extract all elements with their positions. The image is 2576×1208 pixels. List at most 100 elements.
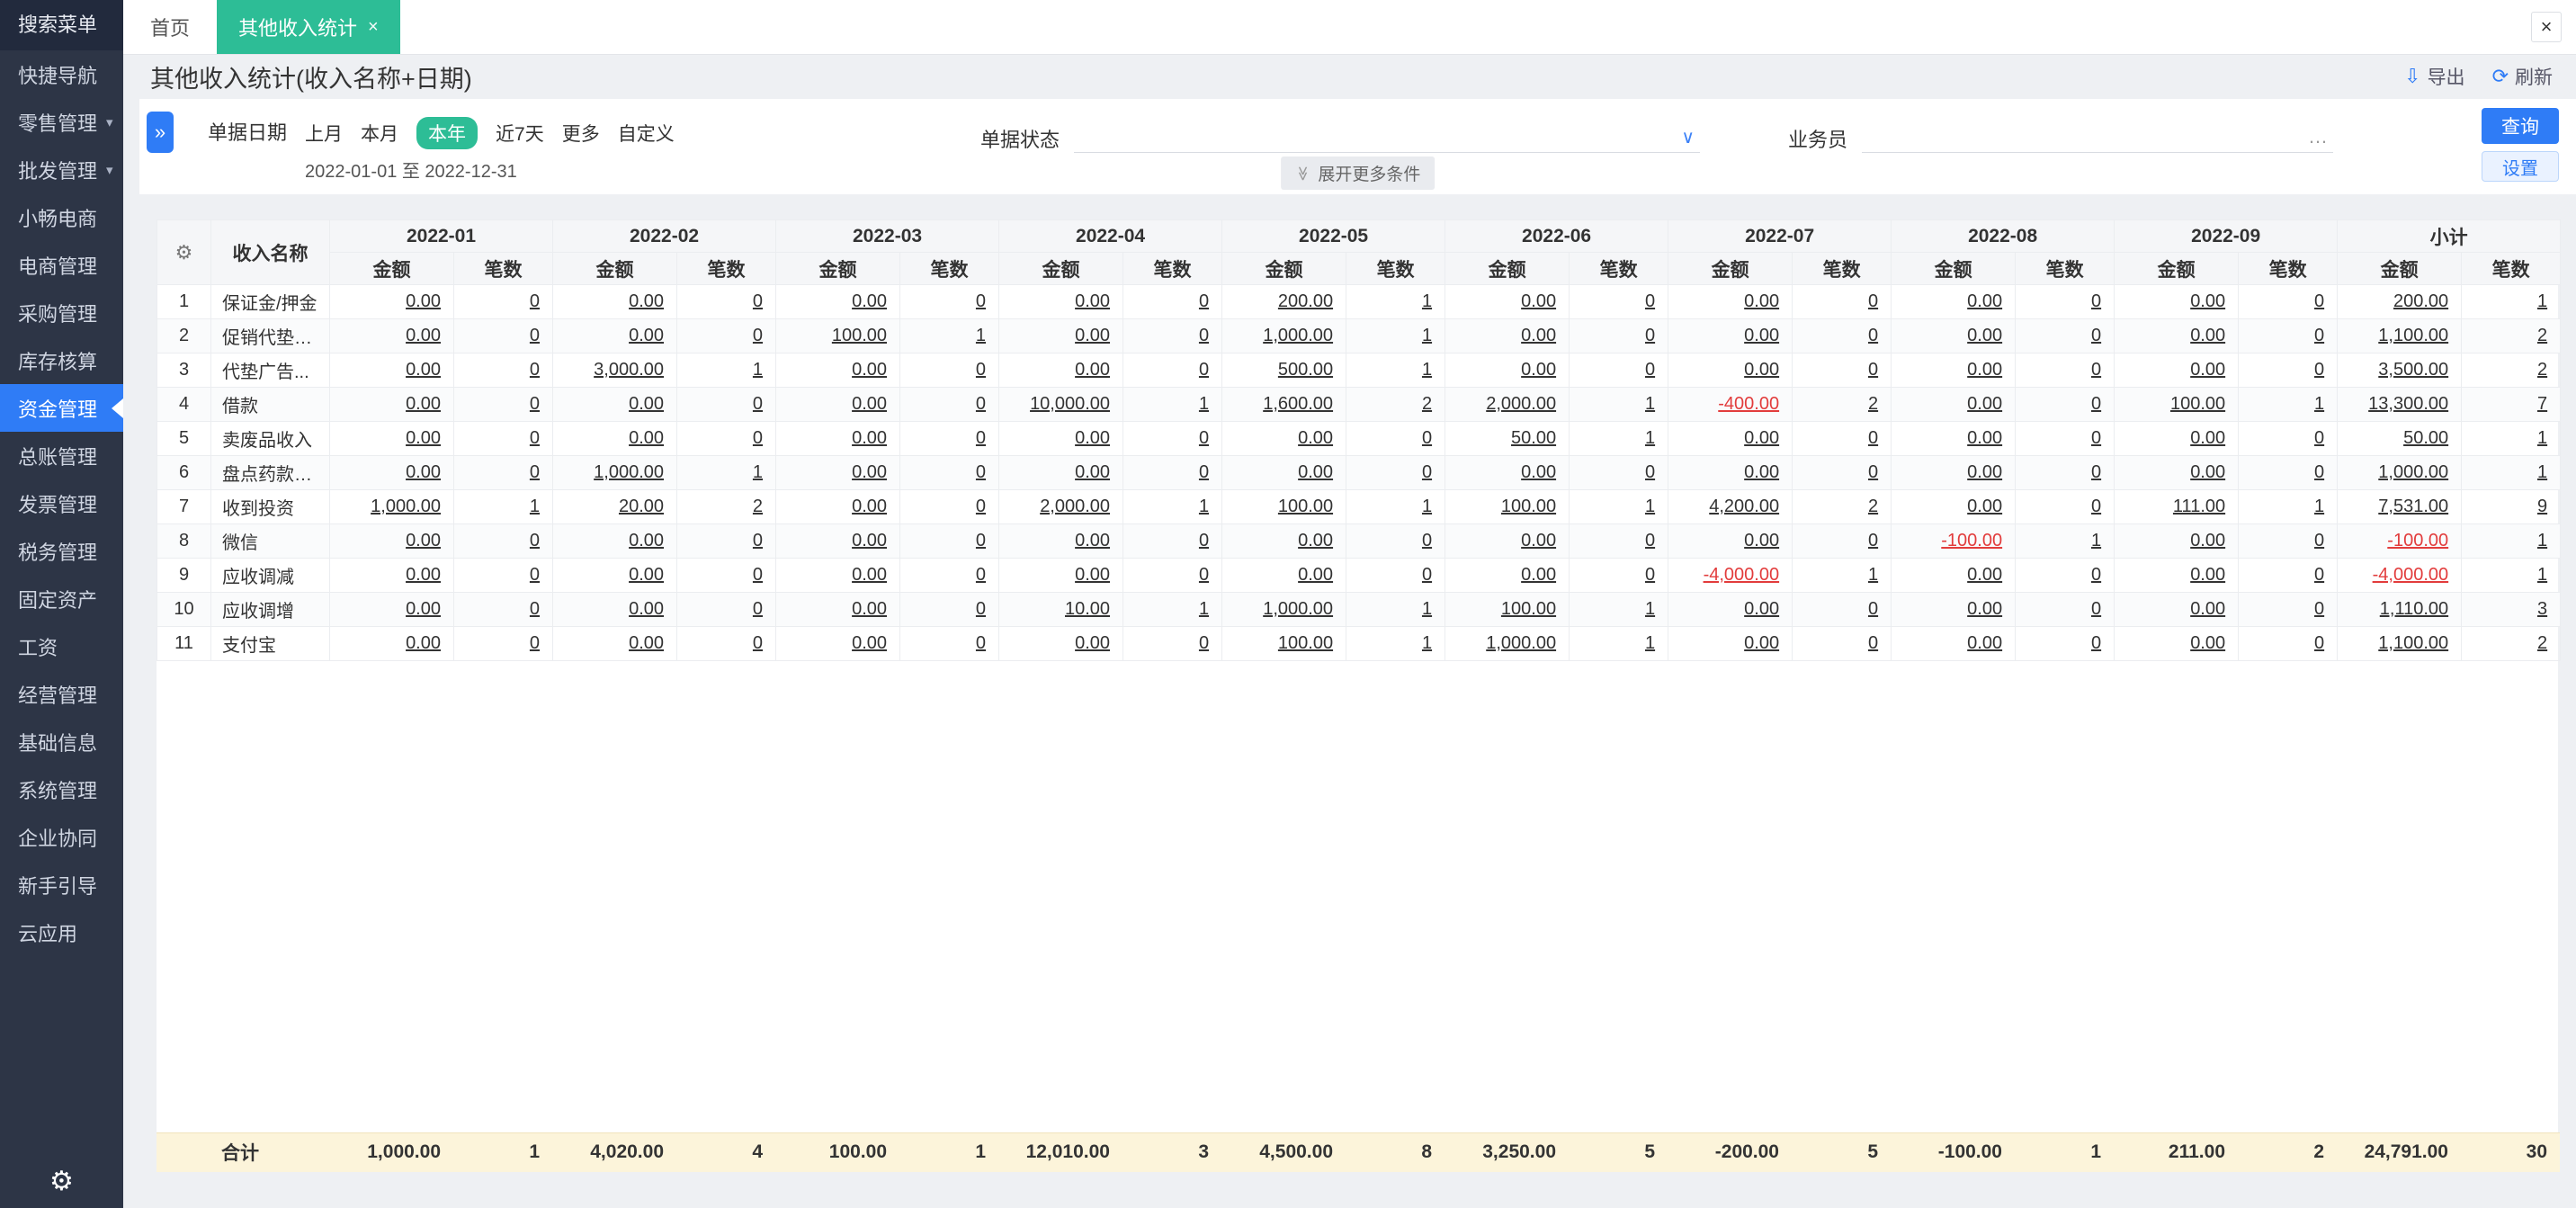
date-range[interactable]: 2022-01-01 至 2022-12-31	[305, 162, 517, 182]
amount-link[interactable]: 4,200.00	[1709, 497, 1780, 516]
count-link[interactable]: 0	[1198, 360, 1210, 380]
amount-link[interactable]: 0.00	[1298, 565, 1334, 585]
count-link[interactable]: 1	[2537, 462, 2548, 482]
amount-link[interactable]: 0.00	[852, 394, 888, 414]
count-link[interactable]: 1	[1644, 428, 1656, 448]
count-link[interactable]: 0	[1644, 360, 1656, 380]
count-link[interactable]: 0	[975, 428, 987, 448]
count-link[interactable]: 0	[752, 599, 764, 619]
count-link[interactable]: 1	[2091, 531, 2102, 550]
amount-link[interactable]: 0.00	[2190, 291, 2226, 311]
amount-link[interactable]: 50.00	[2403, 428, 2449, 448]
amount-link[interactable]: 7,531.00	[2378, 497, 2449, 516]
amount-link[interactable]: -100.00	[1941, 531, 2003, 550]
count-link[interactable]: 1	[2537, 565, 2548, 585]
count-link[interactable]: 2	[1421, 394, 1433, 414]
settings-button[interactable]: 设置	[2482, 151, 2559, 182]
amount-link[interactable]: -400.00	[1718, 394, 1780, 414]
count-link[interactable]: 3	[2537, 599, 2548, 619]
amount-link[interactable]: 0.00	[2190, 462, 2226, 482]
amount-link[interactable]: 0.00	[406, 633, 441, 653]
count-link[interactable]: 1	[1198, 394, 1210, 414]
expand-more-button[interactable]: ≫ 展开更多条件	[1280, 157, 1436, 190]
count-link[interactable]: 1	[1644, 394, 1656, 414]
count-link[interactable]: 0	[1867, 291, 1879, 311]
amount-link[interactable]: 100.00	[1277, 633, 1334, 653]
sidebar-item[interactable]: 系统管理	[0, 765, 123, 813]
count-link[interactable]: 0	[1198, 462, 1210, 482]
amount-link[interactable]: 0.00	[1967, 462, 2003, 482]
refresh-button[interactable]: ⟳ 刷新	[2492, 63, 2553, 90]
count-link[interactable]: 0	[2091, 599, 2102, 619]
sidebar-item[interactable]: 税务管理	[0, 527, 123, 575]
date-quick-option[interactable]: 本年	[416, 117, 479, 149]
amount-link[interactable]: 500.00	[1277, 360, 1334, 380]
sidebar-item[interactable]: 新手引导	[0, 861, 123, 908]
amount-link[interactable]: 0.00	[1744, 291, 1780, 311]
amount-link[interactable]: 0.00	[1744, 326, 1780, 345]
amount-link[interactable]: 1,000.00	[2378, 462, 2449, 482]
sidebar-item[interactable]: 批发管理 ▾	[0, 146, 123, 193]
amount-link[interactable]: 0.00	[1075, 531, 1111, 550]
count-link[interactable]: 0	[529, 462, 541, 482]
sidebar-item[interactable]: 基础信息	[0, 718, 123, 765]
amount-link[interactable]: 0.00	[1967, 291, 2003, 311]
count-link[interactable]: 0	[2314, 462, 2325, 482]
count-link[interactable]: 0	[1867, 326, 1879, 345]
count-link[interactable]: 0	[1421, 531, 1433, 550]
status-select[interactable]: ∨	[1074, 121, 1700, 153]
count-link[interactable]: 0	[529, 360, 541, 380]
amount-link[interactable]: 200.00	[1277, 291, 1334, 311]
tab-other-income-stats[interactable]: 其他收入统计 ×	[217, 0, 400, 54]
collapse-filter-button[interactable]: »	[147, 112, 174, 153]
count-link[interactable]: 0	[529, 565, 541, 585]
amount-link[interactable]: 0.00	[852, 428, 888, 448]
amount-link[interactable]: 0.00	[2190, 428, 2226, 448]
close-icon[interactable]: ×	[2531, 12, 2562, 42]
count-link[interactable]: 0	[975, 599, 987, 619]
amount-link[interactable]: 0.00	[1744, 633, 1780, 653]
sidebar-item[interactable]: 云应用	[0, 908, 123, 956]
count-link[interactable]: 9	[2537, 497, 2548, 516]
amount-link[interactable]: 0.00	[406, 360, 441, 380]
sidebar-item[interactable]: 采购管理	[0, 289, 123, 336]
amount-link[interactable]: 200.00	[2393, 291, 2449, 311]
amount-link[interactable]: 100.00	[1277, 497, 1334, 516]
count-link[interactable]: 1	[752, 462, 764, 482]
count-link[interactable]: 2	[2537, 633, 2548, 653]
amount-link[interactable]: 1,000.00	[1263, 599, 1334, 619]
count-link[interactable]: 1	[1867, 565, 1879, 585]
count-link[interactable]: 0	[975, 291, 987, 311]
count-link[interactable]: 0	[975, 360, 987, 380]
sidebar-search[interactable]: 搜索菜单	[0, 0, 123, 50]
amount-link[interactable]: 0.00	[852, 633, 888, 653]
sidebar-item[interactable]: 零售管理 ▾	[0, 98, 123, 146]
count-link[interactable]: 0	[529, 291, 541, 311]
count-link[interactable]: 0	[975, 565, 987, 585]
count-link[interactable]: 0	[752, 531, 764, 550]
count-link[interactable]: 1	[752, 360, 764, 380]
count-link[interactable]: 7	[2537, 394, 2548, 414]
count-link[interactable]: 0	[752, 428, 764, 448]
amount-link[interactable]: 1,100.00	[2378, 633, 2449, 653]
amount-link[interactable]: 0.00	[629, 599, 665, 619]
count-link[interactable]: 1	[1421, 360, 1433, 380]
count-link[interactable]: 2	[2537, 360, 2548, 380]
amount-link[interactable]: 0.00	[852, 497, 888, 516]
date-quick-option[interactable]: 上月	[305, 124, 344, 145]
amount-link[interactable]: 0.00	[1967, 326, 2003, 345]
count-link[interactable]: 0	[1421, 428, 1433, 448]
count-link[interactable]: 0	[1867, 360, 1879, 380]
count-link[interactable]: 1	[2537, 531, 2548, 550]
amount-link[interactable]: 0.00	[852, 462, 888, 482]
amount-link[interactable]: 0.00	[2190, 633, 2226, 653]
amount-link[interactable]: 0.00	[1967, 633, 2003, 653]
amount-link[interactable]: 3,500.00	[2378, 360, 2449, 380]
amount-link[interactable]: 20.00	[618, 497, 665, 516]
amount-link[interactable]: 0.00	[406, 326, 441, 345]
amount-link[interactable]: 0.00	[852, 291, 888, 311]
count-link[interactable]: 0	[752, 565, 764, 585]
amount-link[interactable]: -4,000.00	[1703, 565, 1780, 585]
count-link[interactable]: 0	[2091, 633, 2102, 653]
amount-link[interactable]: 0.00	[629, 633, 665, 653]
